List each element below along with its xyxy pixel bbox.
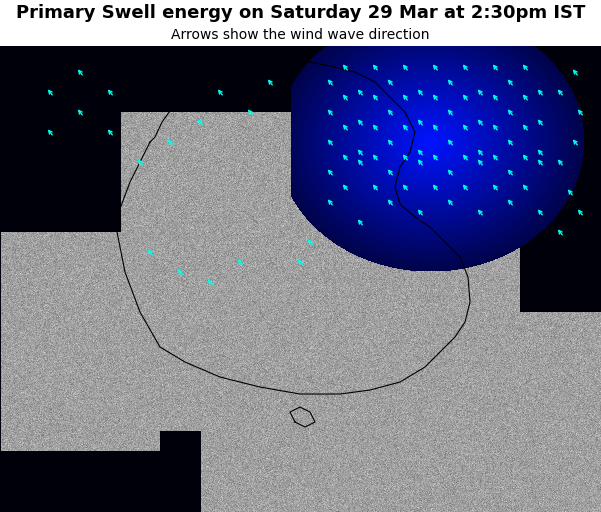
Text: Primary Swell energy on Saturday 29 Mar at 2:30pm IST: Primary Swell energy on Saturday 29 Mar …: [16, 4, 585, 22]
Text: Arrows show the wind wave direction: Arrows show the wind wave direction: [171, 28, 430, 41]
